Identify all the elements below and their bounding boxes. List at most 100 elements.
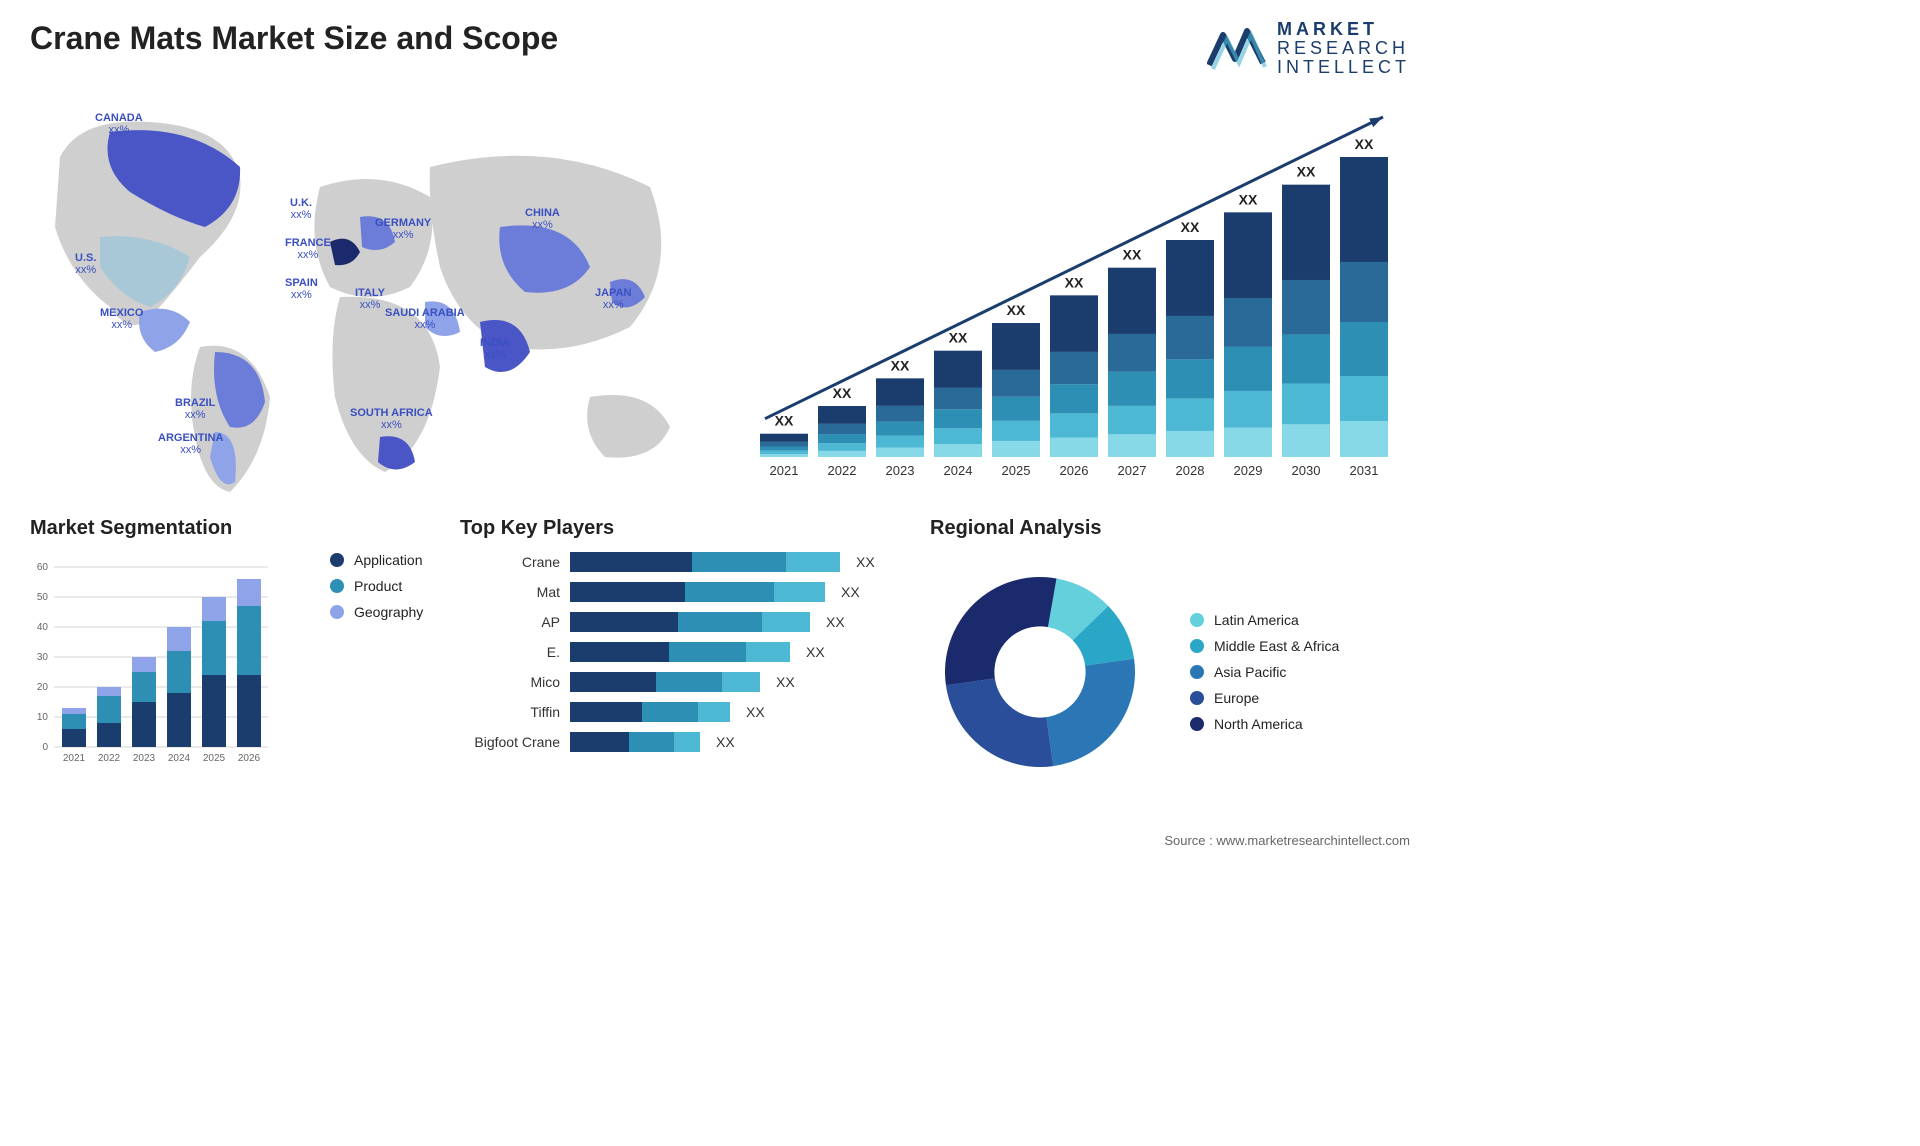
keyplayer-bar-seg xyxy=(722,672,760,692)
svg-text:2023: 2023 xyxy=(133,753,156,764)
keyplayer-bar-seg xyxy=(685,582,774,602)
keyplayer-bar-seg xyxy=(642,702,698,722)
country-label: SOUTH AFRICAxx% xyxy=(350,407,433,431)
keyplayer-bar-seg xyxy=(678,612,762,632)
regional-title: Regional Analysis xyxy=(930,517,1410,540)
country-label: MEXICOxx% xyxy=(100,307,143,331)
legend-label: Latin America xyxy=(1214,612,1299,628)
keyplayer-bar-seg xyxy=(746,642,790,662)
svg-text:XX: XX xyxy=(1123,246,1142,262)
country-label: BRAZILxx% xyxy=(175,397,215,421)
keyplayer-bar-seg xyxy=(692,552,787,572)
regional-donut-svg xyxy=(930,562,1150,782)
keyplayer-row: E. XX xyxy=(460,642,900,662)
keyplayer-bar xyxy=(570,612,810,632)
svg-text:2022: 2022 xyxy=(828,463,857,478)
legend-label: Asia Pacific xyxy=(1214,664,1286,680)
legend-item: Middle East & Africa xyxy=(1190,638,1339,654)
svg-text:2021: 2021 xyxy=(770,463,799,478)
keyplayer-bar xyxy=(570,582,825,602)
svg-text:XX: XX xyxy=(833,385,852,401)
country-label: CANADAxx% xyxy=(95,112,143,136)
country-label: SAUDI ARABIAxx% xyxy=(385,307,465,331)
keyplayer-bar-seg xyxy=(570,732,629,752)
svg-text:2030: 2030 xyxy=(1292,463,1321,478)
keyplayer-bar xyxy=(570,642,790,662)
legend-item: Product xyxy=(330,578,423,594)
keyplayer-row: Mico XX xyxy=(460,672,900,692)
legend-item: North America xyxy=(1190,716,1339,732)
keyplayer-bar-seg xyxy=(570,672,656,692)
keyplayer-bar-seg xyxy=(674,732,700,752)
keyplayer-row: CraneXX xyxy=(460,552,900,572)
forecast-chart-svg: XX2021XX2022XX2023XX2024XX2025XX2026XX20… xyxy=(750,97,1410,497)
country-label: ITALYxx% xyxy=(355,287,385,311)
svg-text:20: 20 xyxy=(37,682,49,693)
keyplayer-value: XX xyxy=(841,584,860,600)
country-label: INDIAxx% xyxy=(480,337,510,361)
keyplayer-bar xyxy=(570,732,700,752)
keyplayer-name: Tiffin xyxy=(460,704,560,720)
legend-item: Asia Pacific xyxy=(1190,664,1339,680)
svg-text:2023: 2023 xyxy=(886,463,915,478)
svg-text:XX: XX xyxy=(775,412,794,428)
keyplayer-row: Bigfoot CraneXX xyxy=(460,732,900,752)
country-label: GERMANYxx% xyxy=(375,217,431,241)
country-label: U.K.xx% xyxy=(290,197,312,221)
keyplayer-bar-seg xyxy=(762,612,810,632)
country-label: CHINAxx% xyxy=(525,207,560,231)
svg-text:2024: 2024 xyxy=(168,753,191,764)
legend-label: Product xyxy=(354,578,402,594)
brand-logo: MARKET RESEARCH INTELLECT xyxy=(1207,20,1410,77)
source-credit: Source : www.marketresearchintellect.com xyxy=(1164,833,1410,848)
page-title: Crane Mats Market Size and Scope xyxy=(30,20,558,57)
svg-text:60: 60 xyxy=(37,562,49,573)
svg-text:XX: XX xyxy=(1007,302,1026,318)
legend-swatch xyxy=(1190,639,1204,653)
legend-item: Europe xyxy=(1190,690,1339,706)
keyplayer-row: Tiffin XX xyxy=(460,702,900,722)
keyplayer-name: Mico xyxy=(460,674,560,690)
svg-text:2027: 2027 xyxy=(1118,463,1147,478)
country-label: SPAINxx% xyxy=(285,277,318,301)
legend-swatch xyxy=(330,553,344,567)
svg-text:XX: XX xyxy=(1297,163,1316,179)
keyplayer-bar xyxy=(570,702,730,722)
keyplayer-name: E. xyxy=(460,644,560,660)
svg-text:40: 40 xyxy=(37,622,49,633)
keyplayer-bar-seg xyxy=(570,612,678,632)
svg-text:2031: 2031 xyxy=(1350,463,1379,478)
segmentation-chart-svg: 0102030405060202120222023202420252026 xyxy=(30,552,270,772)
keyplayer-bar-seg xyxy=(629,732,675,752)
keyplayer-bar-seg xyxy=(570,642,669,662)
keyplayers-title: Top Key Players xyxy=(460,517,900,540)
keyplayer-bar-seg xyxy=(698,702,730,722)
world-map: CANADAxx%U.S.xx%MEXICOxx%BRAZILxx%ARGENT… xyxy=(30,97,710,497)
svg-text:10: 10 xyxy=(37,712,49,723)
svg-text:2022: 2022 xyxy=(98,753,121,764)
keyplayer-row: MatXX xyxy=(460,582,900,602)
legend-swatch xyxy=(1190,665,1204,679)
keyplayer-value: XX xyxy=(716,734,735,750)
legend-swatch xyxy=(330,579,344,593)
keyplayer-bar-seg xyxy=(570,552,692,572)
keyplayers-panel: Top Key Players CraneXXMatXXAPXXE.XXMico… xyxy=(460,517,900,782)
legend-label: Europe xyxy=(1214,690,1259,706)
svg-text:2026: 2026 xyxy=(1060,463,1089,478)
brand-line1: MARKET xyxy=(1277,20,1410,39)
keyplayer-value: XX xyxy=(746,704,765,720)
segmentation-legend: ApplicationProductGeography xyxy=(330,552,423,772)
keyplayer-bar-seg xyxy=(669,642,746,662)
svg-text:2024: 2024 xyxy=(944,463,973,478)
brand-line3: INTELLECT xyxy=(1277,58,1410,77)
legend-swatch xyxy=(1190,691,1204,705)
brand-line2: RESEARCH xyxy=(1277,39,1410,58)
svg-text:2028: 2028 xyxy=(1176,463,1205,478)
keyplayer-value: XX xyxy=(776,674,795,690)
country-label: FRANCExx% xyxy=(285,237,331,261)
keyplayer-value: XX xyxy=(826,614,845,630)
legend-swatch xyxy=(1190,717,1204,731)
svg-text:50: 50 xyxy=(37,592,49,603)
svg-text:2025: 2025 xyxy=(203,753,226,764)
keyplayer-value: XX xyxy=(806,644,825,660)
